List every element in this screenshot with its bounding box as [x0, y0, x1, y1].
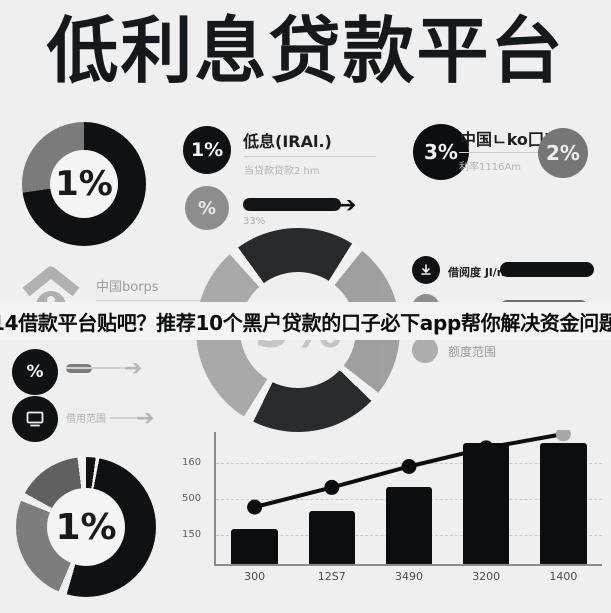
- chart-bar: [463, 443, 510, 564]
- badge-dark-right: 3%: [413, 124, 469, 180]
- progress-label-left: 33%: [243, 216, 266, 227]
- chart-x-tick-label: 1400: [549, 570, 578, 583]
- chart-bar: [308, 510, 355, 564]
- badge-symbol-left: %: [185, 186, 229, 230]
- chart-y-tick-label: 500: [182, 493, 202, 504]
- right-row-bar-1: [500, 262, 594, 277]
- divider-corps: [96, 300, 200, 301]
- chart-bar: [540, 443, 587, 564]
- chart-bar: [385, 487, 433, 564]
- donut-chart-bottom-left: 1%: [16, 457, 156, 597]
- overlay-banner: 14借款平台贴吧？推荐10个黑户贷款的口子必下app帮你解决资金问题: [0, 302, 611, 340]
- corps-label: 中国borps: [96, 280, 159, 295]
- arrow-right-icon: ➔: [338, 192, 357, 217]
- badge-percent-left: 1%: [183, 126, 231, 174]
- monitor-icon: [12, 396, 58, 442]
- dot-icon: [412, 337, 438, 363]
- divider-left: [244, 156, 376, 157]
- left-panel-heading: 低息(IRAl.): [243, 132, 332, 151]
- chart-x-tick-label: 12S7: [317, 570, 346, 583]
- progress-track-secondary: [66, 367, 138, 369]
- chart-x-axis: [214, 564, 602, 566]
- donut-hole: 1%: [50, 150, 118, 218]
- chart-y-tick-label: 150: [182, 529, 202, 541]
- arrow-right-icon-tertiary: ➔: [136, 405, 155, 430]
- donut-value-bottom-left: 1%: [55, 506, 117, 548]
- chart-bar: [231, 529, 278, 564]
- donut-chart-top-left: 1%: [22, 122, 146, 246]
- overlay-banner-text: 14借款平台贴吧？推荐10个黑户贷款的口子必下app帮你解决资金问题: [0, 310, 611, 335]
- percent-glyph: %: [26, 362, 44, 382]
- right-row-label-1: 借阅度 Jl/nm: [448, 266, 517, 279]
- right-panel-heading: 中国ㄴko⼞): [460, 130, 552, 149]
- percent-icon: %: [12, 349, 58, 395]
- chart-x-tick-label: 3200: [472, 570, 501, 583]
- page-title: 低利息贷款平台: [46, 9, 565, 93]
- monitor-label: 借用范围: [66, 414, 106, 425]
- right-row-label-3: 额度范围: [448, 345, 497, 359]
- left-panel-subtitle: 当贷款贷款2 hm: [244, 166, 320, 177]
- progress-track-tertiary: [110, 417, 152, 419]
- right-panel-subtitle: 利率1116Am: [459, 162, 522, 173]
- chart-y-tick-label: 160: [182, 456, 202, 468]
- download-icon: [412, 256, 440, 284]
- donut-hole-bottom: 1%: [47, 488, 125, 566]
- divider-right: [459, 152, 541, 153]
- progress-fill-left: [243, 198, 341, 211]
- chart-x-tick-label: 300: [244, 570, 266, 583]
- chart-x-tick-label: 3490: [394, 570, 423, 583]
- chart-y-axis: [214, 432, 216, 566]
- bar-line-chart: 160 500 150 300 12S7 3490 3200 1400: [182, 430, 604, 608]
- badge-light-right: 2%: [538, 128, 588, 178]
- arrow-right-icon-secondary: ➔: [124, 355, 143, 380]
- donut-value-top-left: 1%: [55, 164, 113, 204]
